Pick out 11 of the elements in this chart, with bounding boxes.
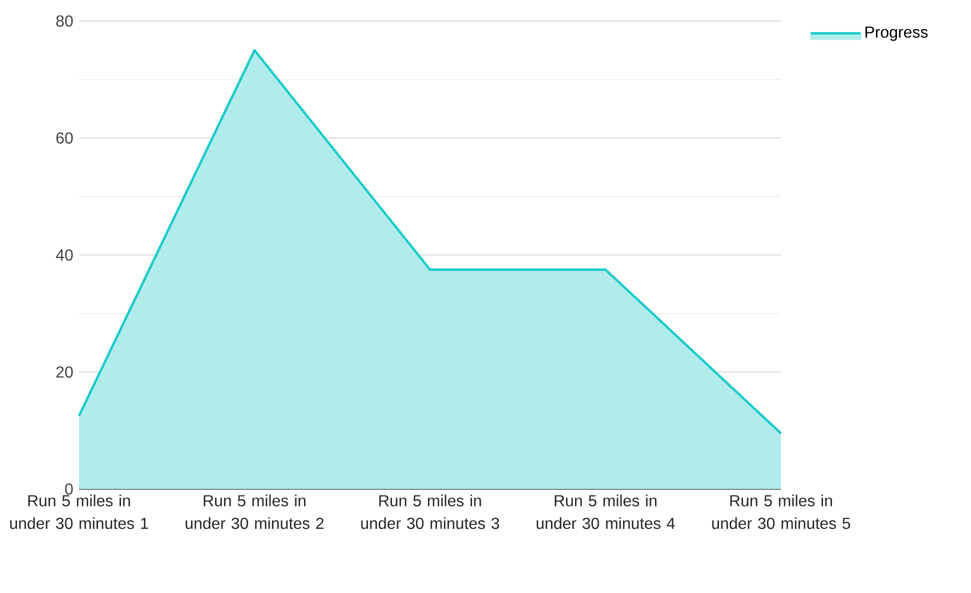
x-tick-label: Run 5 miles in under 30 minutes 2 xyxy=(186,494,324,530)
x-tick-label: Run 5 miles in under 30 minutes 4 xyxy=(536,494,675,530)
x-tick-label: Run 5 miles in under 30 minutes 1 xyxy=(10,494,148,530)
x-tick-label: Run 5 miles in under 30 minutes 5 xyxy=(712,494,850,530)
legend-label: Progress xyxy=(866,26,928,41)
y-tick-label: 80 xyxy=(56,15,73,27)
y-tick-label: 0 xyxy=(65,483,73,495)
y-tick-label: 40 xyxy=(56,249,73,261)
y-tick-label: 60 xyxy=(56,132,73,144)
y-tick-label: 20 xyxy=(56,366,73,378)
x-tick-label: Run 5 miles in under 30 minutes 3 xyxy=(361,494,500,530)
